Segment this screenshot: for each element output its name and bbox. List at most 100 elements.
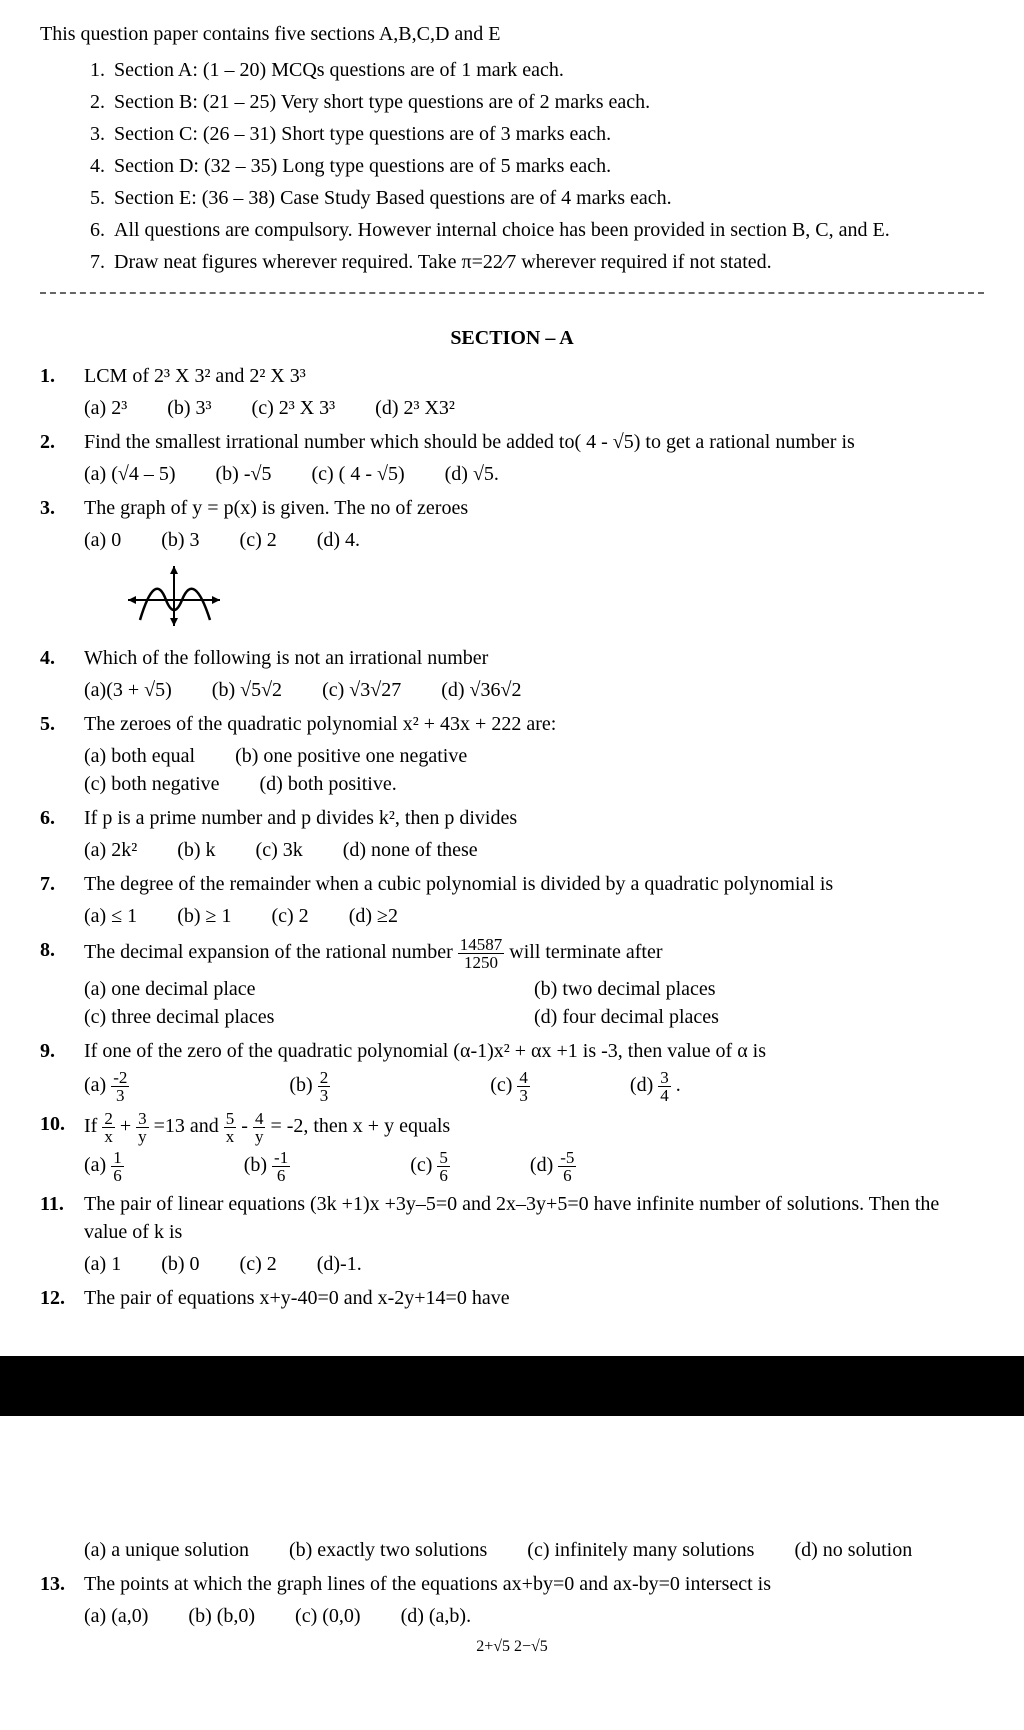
q9-opt-d: (d) 34 . [630,1069,681,1104]
q13-opt-b: (b) (b,0) [188,1602,255,1630]
q8-opt-a: (a) one decimal place [84,975,524,1003]
q11-num: 11. [40,1190,84,1246]
q12-opt-a: (a) a unique solution [84,1536,249,1564]
q2-options: (a) (√4 – 5) (b) -√5 (c) ( 4 - √5) (d) √… [40,460,984,488]
q7-options: (a) ≤ 1 (b) ≥ 1 (c) 2 (d) ≥2 [40,902,984,930]
q1-opt-d: (d) 2³ X3² [375,394,455,422]
q13-opt-d: (d) (a,b). [401,1602,472,1630]
instruction-6: 6.All questions are compulsory. However … [90,216,984,244]
q12-text: The pair of equations x+y-40=0 and x-2y+… [84,1284,984,1312]
q6-options: (a) 2k² (b) k (c) 3k (d) none of these [40,836,984,864]
q9-opt-a: (a) -23 [84,1069,129,1104]
q7-opt-c: (c) 2 [271,902,308,930]
q5-opt-d: (d) both positive. [260,770,397,798]
q13-text: The points at which the graph lines of t… [84,1570,984,1598]
q5-text: The zeroes of the quadratic polynomial x… [84,710,984,738]
q8-num: 8. [40,936,84,971]
intro-text: This question paper contains five sectio… [40,20,984,48]
q4-text: Which of the following is not an irratio… [84,644,984,672]
q10-opt-c: (c) 56 [410,1149,450,1184]
q3-options: (a) 0 (b) 3 (c) 2 (d) 4. [40,526,984,554]
q4-opt-c: (c) √3√27 [322,676,401,704]
q3-opt-c: (c) 2 [240,526,277,554]
q9-options: (a) -23 (b) 23 (c) 43 (d) 34 . [40,1069,984,1104]
q6-opt-a: (a) 2k² [84,836,137,864]
q3-opt-b: (b) 3 [161,526,199,554]
q12-num: 12. [40,1284,84,1312]
q6-opt-d: (d) none of these [343,836,478,864]
q2-text: Find the smallest irrational number whic… [84,428,984,456]
q7-opt-b: (b) ≥ 1 [177,902,231,930]
q2-opt-a: (a) (√4 – 5) [84,460,176,488]
q3-text: The graph of y = p(x) is given. The no o… [84,494,984,522]
q8-opt-d: (d) four decimal places [534,1003,974,1031]
q4-options: (a)(3 + √5) (b) √5√2 (c) √3√27 (d) √36√2 [40,676,984,704]
q9-opt-b: (b) 23 [289,1069,330,1104]
instruction-1: 1.Section A: (1 – 20) MCQs questions are… [90,56,984,84]
q1-text: LCM of 2³ X 3² and 2² X 3³ [84,362,984,390]
q11-opt-a: (a) 1 [84,1250,121,1278]
q11-opt-d: (d)-1. [317,1250,362,1278]
q7-num: 7. [40,870,84,898]
q7-opt-a: (a) ≤ 1 [84,902,137,930]
q1-num: 1. [40,362,84,390]
q9-text: If one of the zero of the quadratic poly… [84,1037,984,1065]
section-a-title: SECTION – A [40,324,984,352]
q7-opt-d: (d) ≥2 [349,902,398,930]
q1-options: (a) 2³ (b) 3³ (c) 2³ X 3³ (d) 2³ X3² [40,394,984,422]
q5-opt-a: (a) both equal [84,742,195,770]
q5-options: (a) both equal (b) one positive one nega… [40,742,984,798]
instructions-list: 1.Section A: (1 – 20) MCQs questions are… [40,56,984,276]
q5-opt-c: (c) both negative [84,770,220,798]
q1-opt-b: (b) 3³ [167,394,211,422]
q4-opt-a: (a)(3 + √5) [84,676,172,704]
q8-opt-b: (b) two decimal places [534,975,974,1003]
q10-opt-a: (a) 16 [84,1149,124,1184]
q6-opt-b: (b) k [177,836,215,864]
q13-num: 13. [40,1570,84,1598]
q6-num: 6. [40,804,84,832]
q5-num: 5. [40,710,84,738]
q11-text: The pair of linear equations (3k +1)x +3… [84,1190,984,1246]
q13-opt-c: (c) (0,0) [295,1602,361,1630]
q10-opt-d: (d) -56 [530,1149,577,1184]
footer-scrap: 2+√5 2−√5 [40,1636,984,1658]
q12-opt-c: (c) infinitely many solutions [527,1536,754,1564]
instruction-4: 4.Section D: (32 – 35) Long type questio… [90,152,984,180]
q2-opt-b: (b) -√5 [216,460,272,488]
q1-opt-c: (c) 2³ X 3³ [252,394,336,422]
q12-opt-d: (d) no solution [794,1536,912,1564]
q8-options: (a) one decimal place (b) two decimal pl… [40,975,984,1031]
q4-num: 4. [40,644,84,672]
q10-num: 10. [40,1110,84,1145]
q4-opt-d: (d) √36√2 [441,676,521,704]
q10-text: If 2x + 3y =13 and 5x - 4y = -2, then x … [84,1110,984,1145]
q3-graph-icon [120,560,984,638]
q4-opt-b: (b) √5√2 [212,676,282,704]
q2-num: 2. [40,428,84,456]
q6-opt-c: (c) 3k [256,836,303,864]
q10-options: (a) 16 (b) -16 (c) 56 (d) -56 [40,1149,984,1184]
instruction-5: 5.Section E: (36 – 38) Case Study Based … [90,184,984,212]
q11-opt-c: (c) 2 [240,1250,277,1278]
divider [40,292,984,294]
q12-options: (a) a unique solution (b) exactly two so… [40,1536,984,1564]
instruction-7: 7.Draw neat figures wherever required. T… [90,248,984,276]
page-break [40,1316,984,1536]
q13-opt-a: (a) (a,0) [84,1602,148,1630]
q13-options: (a) (a,0) (b) (b,0) (c) (0,0) (d) (a,b). [40,1602,984,1630]
q3-num: 3. [40,494,84,522]
q8-text: The decimal expansion of the rational nu… [84,936,984,971]
q7-text: The degree of the remainder when a cubic… [84,870,984,898]
q10-opt-b: (b) -16 [244,1149,291,1184]
q5-opt-b: (b) one positive one negative [235,742,467,770]
q11-options: (a) 1 (b) 0 (c) 2 (d)-1. [40,1250,984,1278]
q9-opt-c: (c) 43 [490,1069,530,1104]
q3-opt-a: (a) 0 [84,526,121,554]
q2-opt-d: (d) √5. [445,460,499,488]
q3-opt-d: (d) 4. [317,526,360,554]
q9-num: 9. [40,1037,84,1065]
q1-opt-a: (a) 2³ [84,394,127,422]
instruction-2: 2.Section B: (21 – 25) Very short type q… [90,88,984,116]
instruction-3: 3.Section C: (26 – 31) Short type questi… [90,120,984,148]
